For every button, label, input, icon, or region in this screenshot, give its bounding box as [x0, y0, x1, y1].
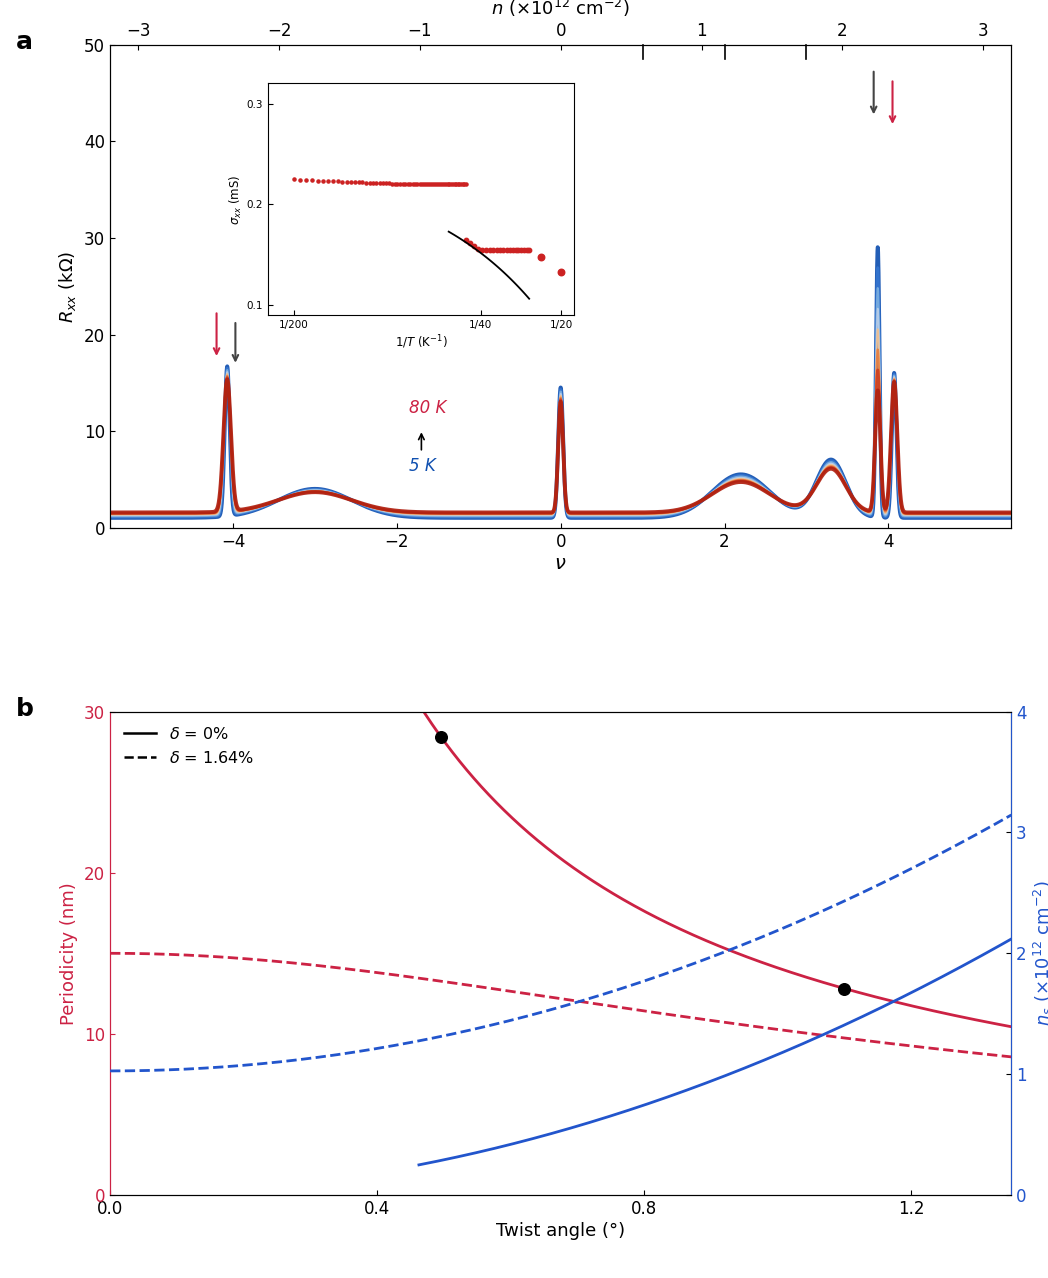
Y-axis label: Periodicity (nm): Periodicity (nm) [61, 882, 79, 1025]
Y-axis label: $R_{xx}$ (k$\Omega$): $R_{xx}$ (k$\Omega$) [58, 250, 79, 322]
Y-axis label: $n_s$ ($\times10^{12}$ cm$^{-2}$): $n_s$ ($\times10^{12}$ cm$^{-2}$) [1032, 881, 1048, 1026]
X-axis label: Twist angle (°): Twist angle (°) [496, 1222, 626, 1240]
Text: 5 K: 5 K [409, 458, 436, 475]
Text: b: b [16, 698, 34, 721]
Legend: $\delta$ = 0%, $\delta$ = 1.64%: $\delta$ = 0%, $\delta$ = 1.64% [118, 720, 261, 772]
Text: 80 K: 80 K [409, 399, 446, 417]
Point [433, 727, 450, 748]
X-axis label: $\nu$: $\nu$ [554, 553, 567, 573]
Point [836, 978, 853, 998]
X-axis label: $n$ ($\times10^{12}$ cm$^{-2}$): $n$ ($\times10^{12}$ cm$^{-2}$) [492, 0, 630, 19]
Text: a: a [16, 31, 32, 54]
